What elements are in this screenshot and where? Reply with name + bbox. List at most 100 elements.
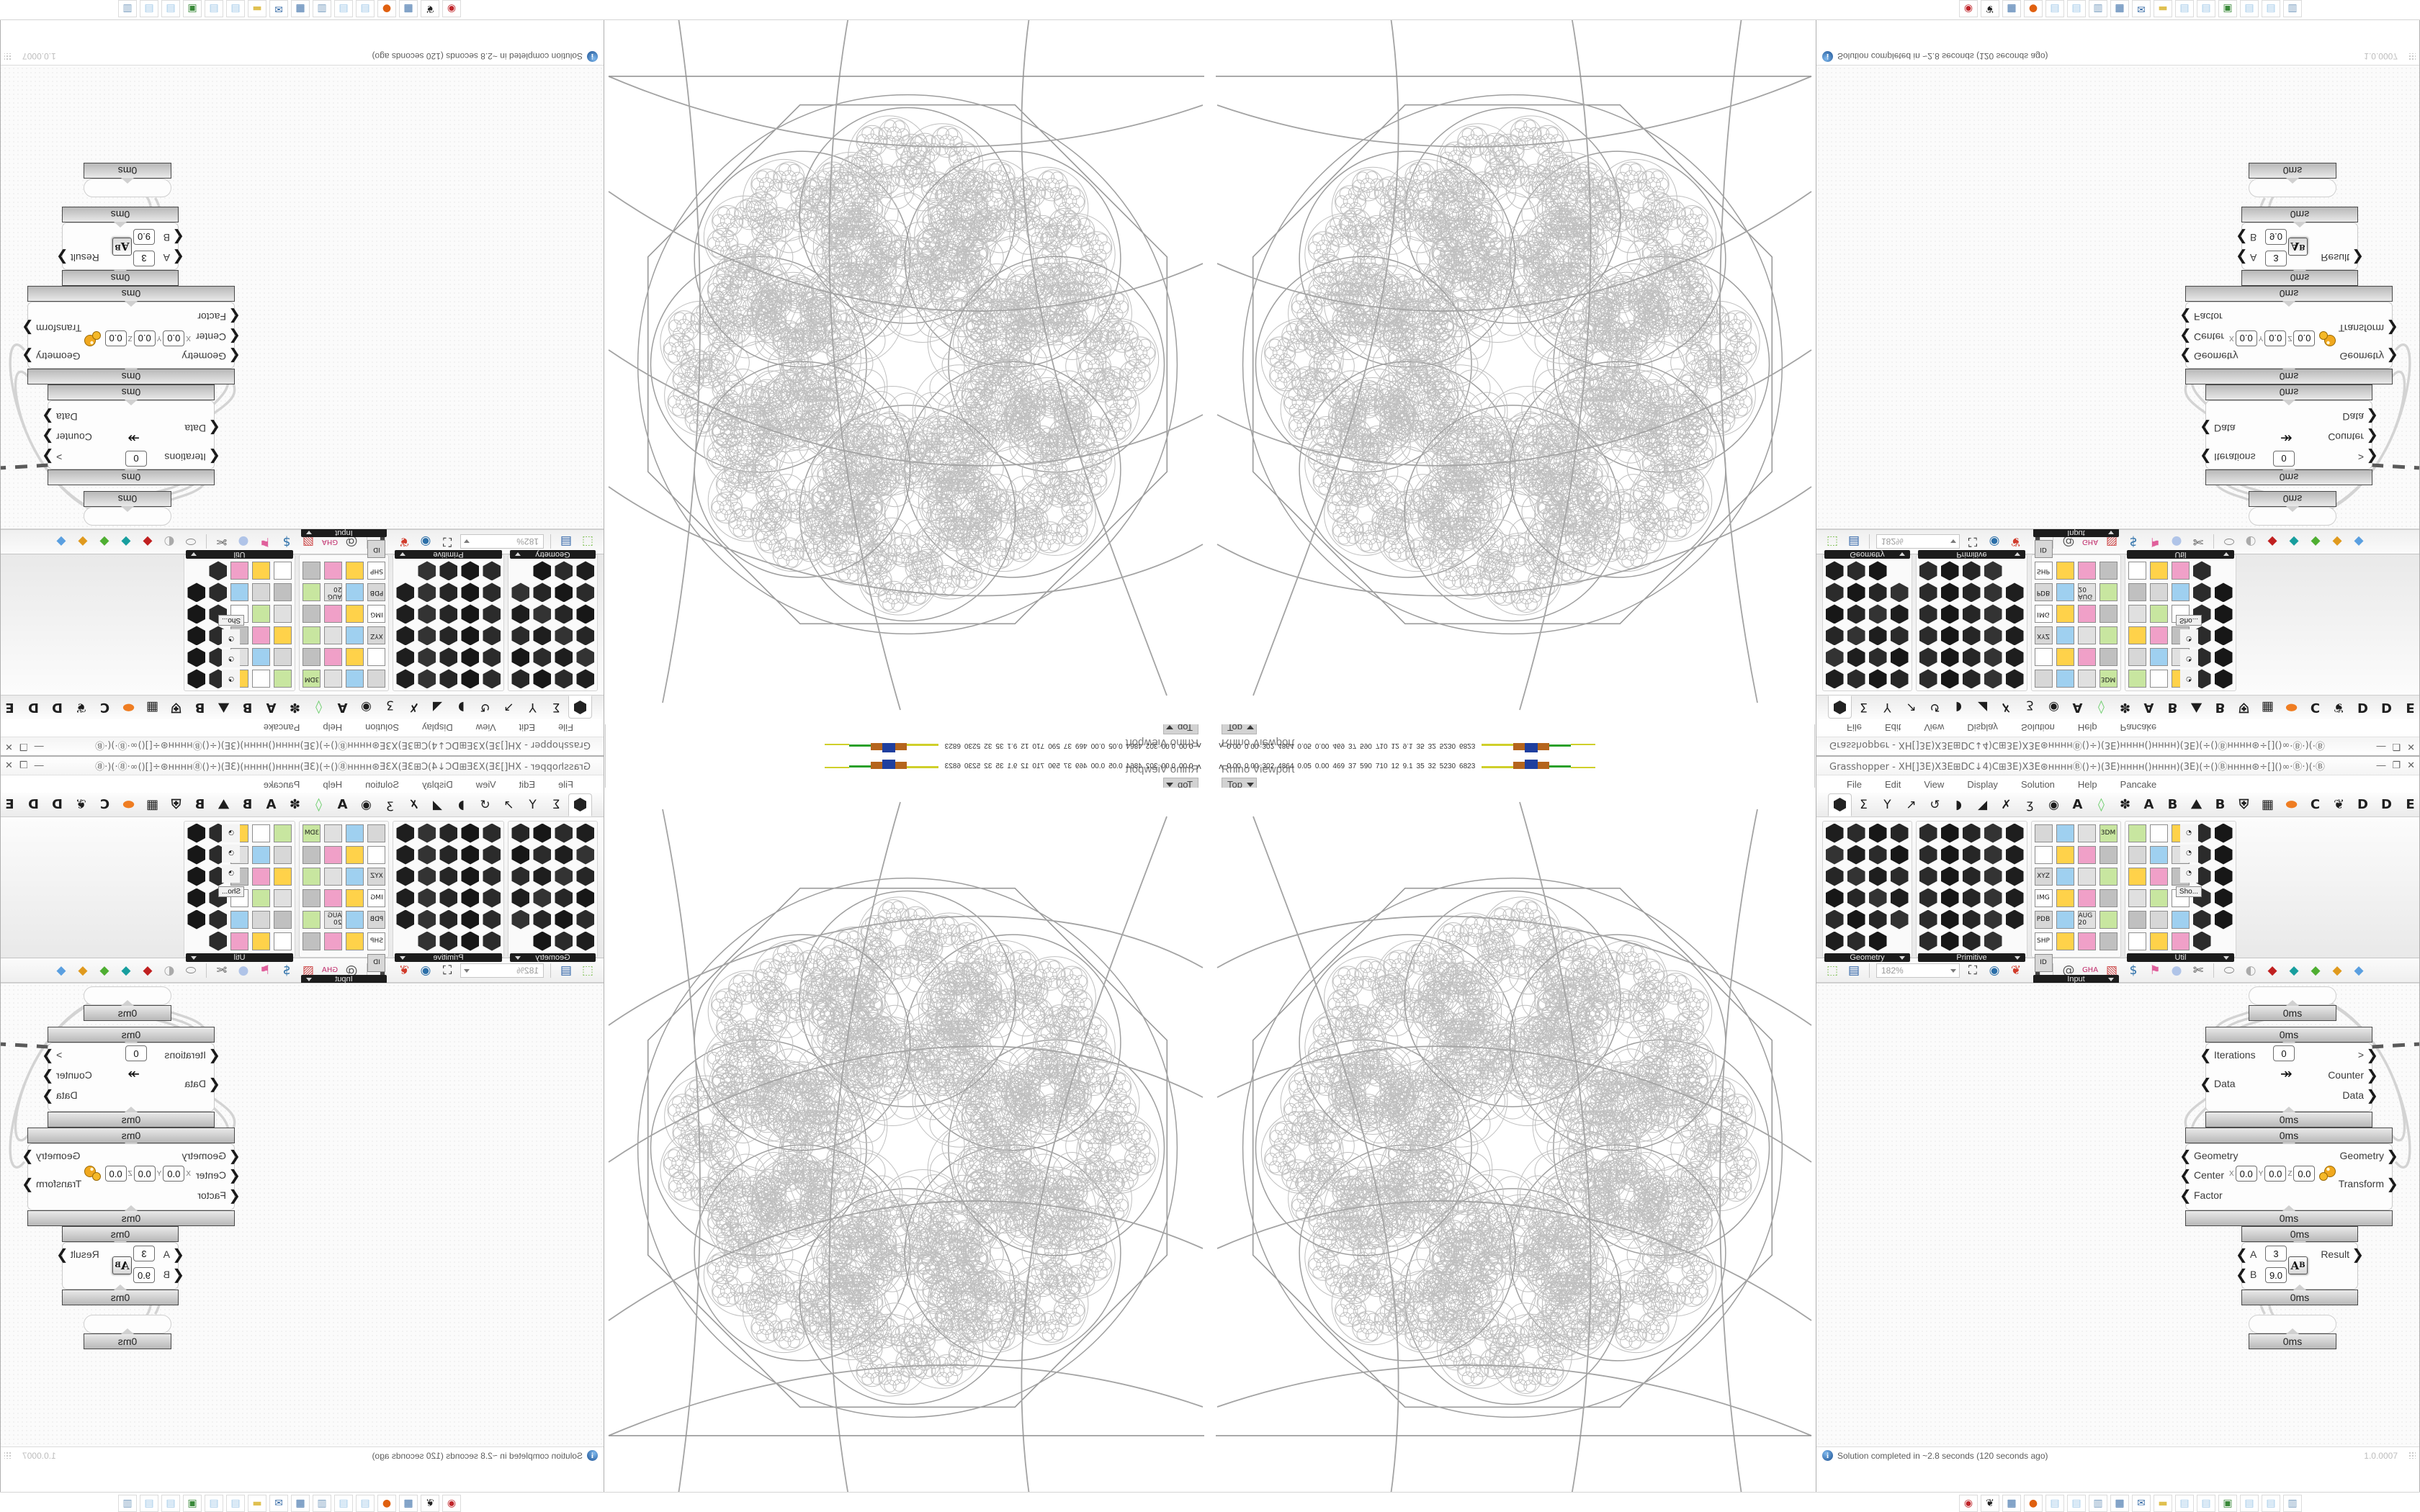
disc-icon[interactable] bbox=[1824, 561, 1845, 581]
Pr[interactable] bbox=[2170, 909, 2190, 930]
tab-d1[interactable]: D bbox=[45, 793, 69, 816]
input-port-grip[interactable]: ❮ bbox=[228, 308, 241, 326]
node-timer-bar[interactable]: 0ms bbox=[84, 491, 171, 512]
taskbar-button-mail[interactable]: ✉ bbox=[269, 0, 288, 18]
axis-icon[interactable] bbox=[2076, 647, 2097, 667]
tab-vector[interactable]: ↗ bbox=[1899, 793, 1923, 816]
taskbar-button-notepad[interactable]: ▤ bbox=[2067, 0, 2086, 18]
hook-icon[interactable] bbox=[1983, 931, 2003, 951]
fx-icon[interactable] bbox=[2213, 604, 2233, 624]
taskbar-button-notepad[interactable]: ▤ bbox=[2240, 1494, 2259, 1512]
x-icon[interactable] bbox=[2192, 561, 2212, 581]
slash-icon[interactable] bbox=[1824, 626, 1845, 646]
tree-icon[interactable] bbox=[273, 604, 293, 624]
input-port-grip[interactable]: ❮ bbox=[208, 1046, 220, 1063]
axis-icon[interactable] bbox=[323, 845, 344, 865]
hook-icon[interactable] bbox=[417, 931, 437, 951]
target-icon[interactable] bbox=[302, 582, 322, 603]
open-file-icon[interactable]: ⬚ bbox=[581, 534, 594, 549]
diamond-icon[interactable] bbox=[554, 626, 574, 646]
node-bottom-stub[interactable]: 0ms bbox=[84, 1315, 171, 1349]
ruby-icon[interactable]: ◆ bbox=[2267, 963, 2277, 978]
ellipse-icon[interactable] bbox=[2055, 888, 2075, 908]
circle2-icon[interactable] bbox=[482, 669, 502, 689]
bundle-icon[interactable] bbox=[208, 582, 228, 603]
balloon-icon[interactable]: ● bbox=[2171, 534, 2182, 549]
input-a-value[interactable]: 3 bbox=[2265, 251, 2287, 266]
img-icon[interactable]: IMG bbox=[2033, 604, 2053, 624]
node-timer-bar[interactable]: 0ms bbox=[27, 286, 235, 307]
arc-icon[interactable] bbox=[251, 669, 272, 689]
taskbar-button-calculator[interactable]: ▦ bbox=[2002, 1494, 2021, 1512]
resize-grip[interactable] bbox=[2408, 53, 2416, 60]
taskbar-button-notepad[interactable]: ▤ bbox=[356, 0, 375, 18]
output-port-grip[interactable]: ❯ bbox=[2366, 1046, 2378, 1063]
grasshopper-titlebar[interactable]: Grasshopper - XH[]3E)X3E⊞DC↓4)C⊞3E)X3E⊛н… bbox=[1, 757, 604, 775]
seven-icon[interactable] bbox=[1918, 888, 1938, 908]
panel-label-geometry[interactable]: Geometry bbox=[1824, 953, 1910, 962]
menu-item-file[interactable]: File bbox=[558, 778, 573, 790]
check-icon[interactable] bbox=[1983, 866, 2003, 886]
arrow2-icon[interactable] bbox=[2148, 931, 2169, 951]
a-icon[interactable] bbox=[1918, 931, 1938, 951]
hatch-icon[interactable] bbox=[1940, 647, 1960, 667]
tab-terrain[interactable]: ⛰ bbox=[2184, 696, 2208, 719]
uc-icon[interactable] bbox=[1961, 866, 1981, 886]
tab-c[interactable]: C bbox=[93, 696, 117, 719]
x-icon[interactable] bbox=[208, 561, 228, 581]
tab-vector[interactable]: ↗ bbox=[1899, 696, 1923, 719]
egg-icon[interactable] bbox=[2127, 582, 2147, 603]
hook-icon[interactable] bbox=[417, 561, 437, 581]
gradient-icon[interactable] bbox=[2076, 626, 2097, 646]
xyz-icon[interactable]: XYZ bbox=[2033, 866, 2053, 886]
open-file-icon[interactable]: ⬚ bbox=[581, 963, 594, 978]
tab-leaf[interactable]: ◊ bbox=[307, 793, 331, 816]
x-icon[interactable] bbox=[2192, 931, 2212, 951]
taskbar-button-calculator[interactable]: ▦ bbox=[2002, 0, 2021, 18]
tree-icon[interactable] bbox=[2127, 888, 2147, 908]
center-z-value[interactable]: 0.0 bbox=[104, 1166, 127, 1182]
cv-icon[interactable] bbox=[1961, 909, 1981, 930]
taskbar-button-calculator[interactable]: ▦ bbox=[399, 1494, 418, 1512]
waveform-icon[interactable] bbox=[345, 647, 365, 667]
omega-icon[interactable] bbox=[230, 561, 250, 581]
output-port-grip[interactable]: ❯ bbox=[2366, 449, 2378, 466]
brep-icon[interactable] bbox=[532, 669, 552, 689]
pearl-icon[interactable] bbox=[1961, 931, 1981, 951]
moon-icon[interactable] bbox=[417, 669, 437, 689]
output-port-grip[interactable]: ❯ bbox=[22, 320, 34, 338]
blue-gem-icon[interactable]: ◆ bbox=[56, 963, 66, 978]
tube-icon[interactable] bbox=[1868, 845, 1888, 865]
node-timer-bar[interactable]: 0ms bbox=[62, 265, 179, 286]
node-timer-bar[interactable]: 0ms bbox=[27, 1205, 235, 1226]
seven-icon[interactable] bbox=[1918, 604, 1938, 624]
text-icon[interactable] bbox=[395, 909, 416, 930]
target-icon[interactable] bbox=[2098, 909, 2118, 930]
taskbar-button-notepad[interactable]: ▤ bbox=[161, 0, 180, 18]
fit-icon[interactable]: ⛶ bbox=[1968, 534, 1977, 549]
tab-c[interactable]: C bbox=[2303, 793, 2327, 816]
tab-a2[interactable]: A bbox=[2137, 793, 2161, 816]
pearl-icon[interactable] bbox=[1961, 561, 1981, 581]
taskbar-button-print[interactable]: ▥ bbox=[2283, 1494, 2302, 1512]
tab-bird[interactable]: ❦ bbox=[2327, 793, 2351, 816]
cube-icon[interactable] bbox=[1846, 888, 1866, 908]
save-icon[interactable]: ▤ bbox=[560, 963, 573, 978]
center-z-value[interactable]: 0.0 bbox=[2293, 330, 2316, 346]
taskbar-button-mail[interactable]: ✉ bbox=[2132, 1494, 2151, 1512]
flame-icon[interactable]: ❦ bbox=[398, 534, 410, 549]
abc-icon[interactable] bbox=[1868, 866, 1888, 886]
arc-icon[interactable] bbox=[2148, 823, 2169, 843]
eye-icon[interactable]: ◉ bbox=[1989, 534, 2000, 549]
tab-maths[interactable]: Σ bbox=[544, 696, 568, 719]
swirl2-icon[interactable] bbox=[251, 909, 272, 930]
diamond-icon[interactable] bbox=[1846, 866, 1866, 886]
point-icon[interactable] bbox=[1846, 823, 1866, 843]
id-icon[interactable] bbox=[1940, 931, 1960, 951]
green-grid-icon[interactable] bbox=[2076, 888, 2097, 908]
zero-icon[interactable] bbox=[1918, 909, 1938, 930]
curve-graph-icon[interactable] bbox=[2098, 604, 2118, 624]
domino-icon[interactable] bbox=[439, 823, 459, 843]
taskbar-button-notepad[interactable]: ▤ bbox=[2240, 0, 2259, 18]
tab-display[interactable]: ◉ bbox=[2042, 793, 2066, 816]
